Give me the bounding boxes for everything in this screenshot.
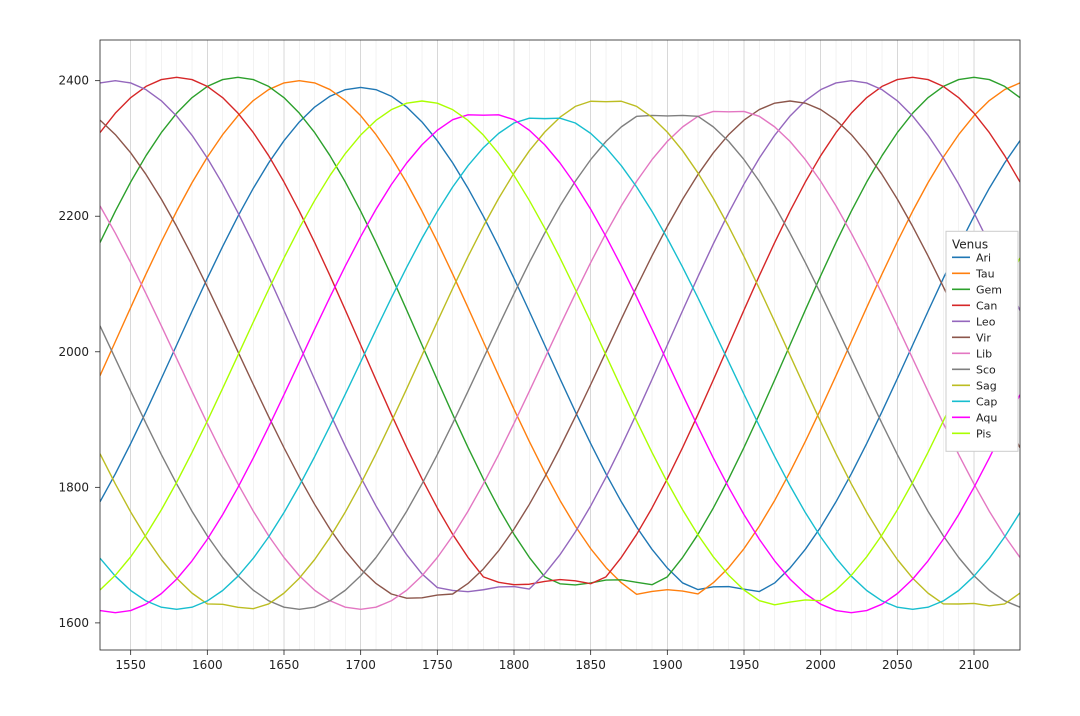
line-chart: 1550 1600 1650 1700 1750 1800 1850 1900 1950 2000… — [0, 0, 1080, 716]
x-tick-label: 1850 — [575, 658, 606, 672]
x-tick-label: 1800 — [499, 658, 530, 672]
x-tick-label: 1550 — [115, 658, 146, 672]
y-tick-label: 2000 — [58, 345, 89, 359]
y-tick-label: 2200 — [58, 209, 89, 223]
legend-label-ari: Ari — [976, 251, 991, 264]
legend-label-vir: Vir — [976, 331, 991, 344]
x-tick-label: 1600 — [192, 658, 223, 672]
x-tick-label: 1650 — [269, 658, 300, 672]
x-tick-label: 2050 — [882, 658, 913, 672]
legend-title: Venus — [952, 237, 988, 251]
legend-label-lib: Lib — [976, 347, 992, 360]
x-tick-label: 1700 — [345, 658, 376, 672]
legend-label-sag: Sag — [976, 379, 997, 392]
legend-label-gem: Gem — [976, 283, 1002, 296]
legend-label-tau: Tau — [975, 267, 995, 280]
x-tick-label: 2100 — [959, 658, 990, 672]
y-tick-label: 2400 — [58, 74, 89, 88]
legend: VenusAri Tau Gem Can Leo Vir Lib Sco Sag Cap Aqu Pi… — [946, 231, 1018, 451]
chart-container: 1550 1600 1650 1700 1750 1800 1850 1900 1950 2000… — [0, 0, 1080, 716]
x-tick-label: 2000 — [805, 658, 836, 672]
legend-label-sco: Sco — [976, 363, 996, 376]
y-axis: 1600 1800 2000 2200 2400 — [58, 74, 100, 630]
x-axis: 1550 1600 1650 1700 1750 1800 1850 1900 1950 2000… — [115, 650, 989, 672]
x-tick-label: 1950 — [729, 658, 760, 672]
x-tick-label: 1750 — [422, 658, 453, 672]
x-tick-label: 1900 — [652, 658, 683, 672]
y-tick-label: 1600 — [58, 616, 89, 630]
legend-label-leo: Leo — [976, 315, 996, 328]
legend-label-cap: Cap — [976, 395, 997, 408]
legend-label-pis: Pis — [976, 427, 991, 440]
legend-label-can: Can — [976, 299, 997, 312]
y-tick-label: 1800 — [58, 480, 89, 494]
legend-label-aqu: Aqu — [976, 411, 997, 424]
